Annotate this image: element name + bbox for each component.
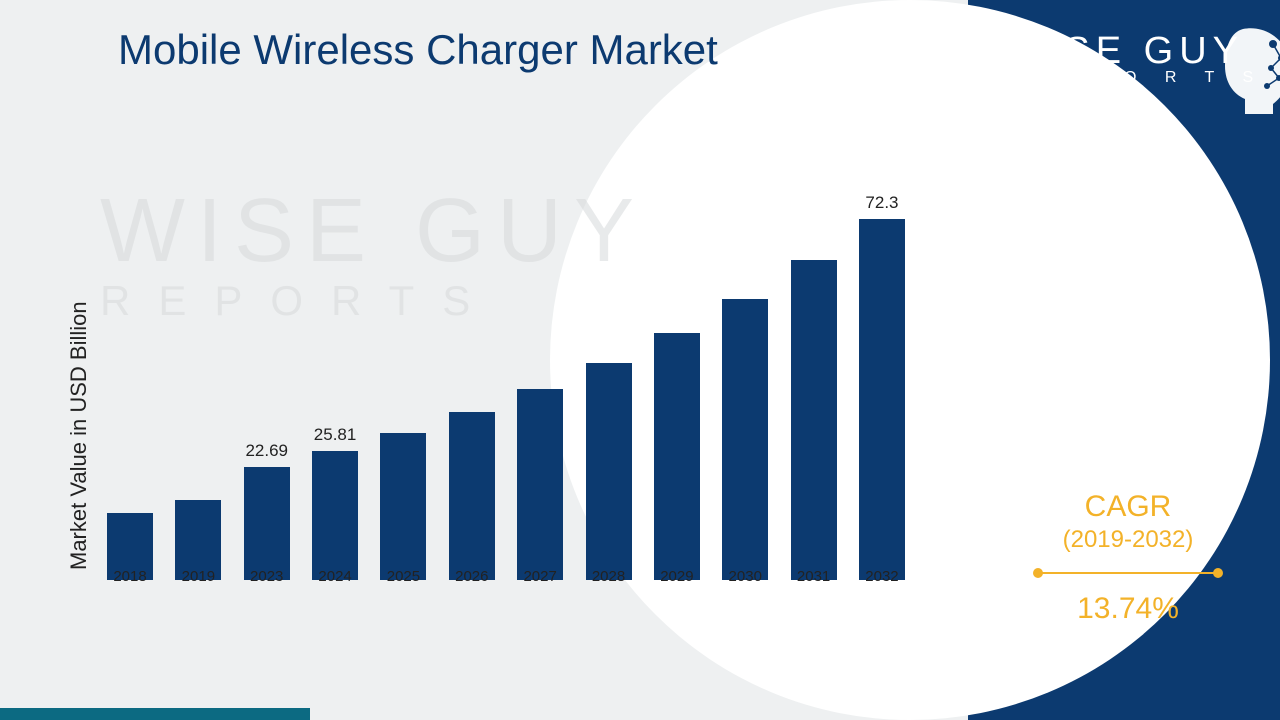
bar: [449, 412, 495, 580]
y-axis-label: Market Value in USD Billion: [66, 301, 92, 570]
head-icon: [1223, 24, 1280, 114]
x-axis-label: 2018: [96, 568, 164, 585]
x-axis-label: 2027: [506, 568, 574, 585]
x-axis-label: 2030: [711, 568, 779, 585]
x-axis-label: 2024: [301, 568, 369, 585]
x-axis-label: 2032: [848, 568, 916, 585]
bar-column: [438, 412, 506, 580]
x-axis-label: 2025: [369, 568, 437, 585]
bar-column: [711, 299, 779, 581]
bar: [244, 467, 290, 580]
x-axis-labels: 2018201920232024202520262027202820292030…: [96, 568, 916, 585]
bar: [722, 299, 768, 581]
cagr-subtitle: (2019-2032): [1008, 526, 1248, 554]
dot-icon: [1033, 568, 1043, 578]
bars-container: 22.6925.8172.3: [96, 180, 916, 580]
x-axis-label: 2023: [233, 568, 301, 585]
bar-column: 72.3: [848, 219, 916, 581]
bar-chart: Market Value in USD Billion 22.6925.8172…: [96, 160, 916, 580]
bar-column: 22.69: [233, 467, 301, 580]
bar-column: [780, 260, 848, 580]
cagr-divider: [1038, 572, 1218, 574]
bar: [312, 451, 358, 580]
cagr-title: CAGR: [1008, 490, 1248, 524]
brand-logo: WISE GUY R E P O R T S: [1006, 30, 1265, 87]
cagr-panel: CAGR (2019-2032) 13.74%: [1008, 490, 1248, 626]
infographic-canvas: WISE GUY REPORTS Mobile Wireless Charger…: [0, 0, 1280, 720]
x-axis-label: 2028: [575, 568, 643, 585]
cagr-value: 13.74%: [1008, 592, 1248, 626]
bar-column: [643, 333, 711, 581]
x-axis-label: 2031: [780, 568, 848, 585]
bar: [586, 363, 632, 581]
bar: [654, 333, 700, 581]
bar-value-label: 72.3: [865, 193, 898, 213]
bar-column: 25.81: [301, 451, 369, 580]
bar-column: [575, 363, 643, 581]
x-axis-label: 2029: [643, 568, 711, 585]
x-axis-label: 2026: [438, 568, 506, 585]
chart-title: Mobile Wireless Charger Market: [118, 26, 718, 74]
bar: [791, 260, 837, 580]
bar-column: [369, 433, 437, 581]
bar: [859, 219, 905, 581]
dot-icon: [1213, 568, 1223, 578]
bar-column: [506, 389, 574, 580]
bar: [517, 389, 563, 580]
x-axis-label: 2019: [164, 568, 232, 585]
bar-value-label: 22.69: [245, 441, 288, 461]
bar: [380, 433, 426, 581]
accent-bar: [0, 708, 310, 720]
bar-value-label: 25.81: [314, 425, 357, 445]
